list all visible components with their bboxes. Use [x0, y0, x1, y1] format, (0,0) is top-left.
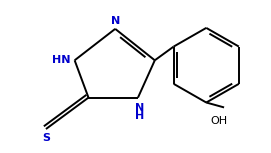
Text: HN: HN [52, 55, 71, 65]
Text: H: H [135, 111, 145, 121]
Text: OH: OH [210, 116, 227, 126]
Text: N: N [135, 103, 145, 112]
Text: S: S [42, 133, 50, 143]
Text: N: N [111, 16, 120, 26]
